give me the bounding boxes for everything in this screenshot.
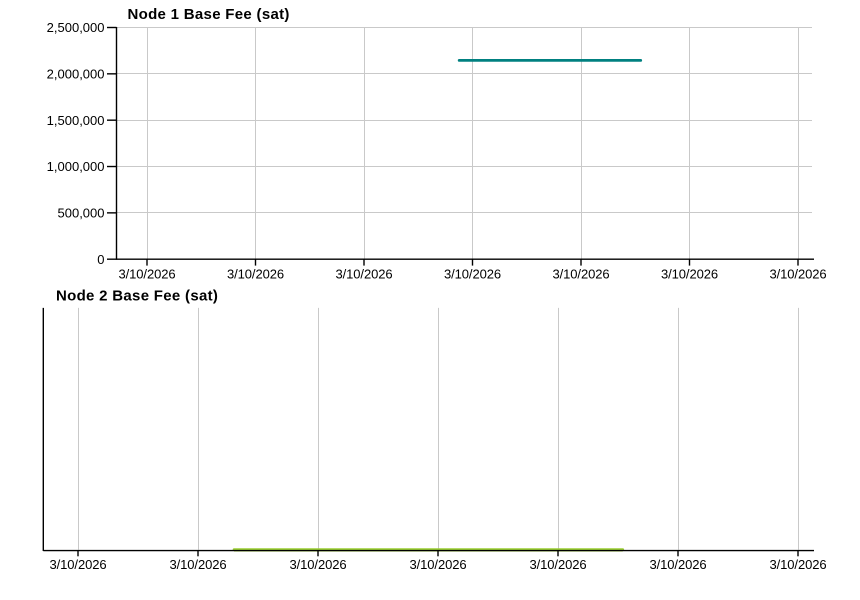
svg-text:3/10/2026: 3/10/2026 (770, 557, 827, 572)
svg-text:3/10/2026: 3/10/2026 (530, 557, 587, 572)
svg-text:Node 2 Base Fee (sat): Node 2 Base Fee (sat) (56, 288, 218, 305)
svg-text:3/10/2026: 3/10/2026 (227, 266, 284, 281)
svg-text:3/10/2026: 3/10/2026 (650, 557, 707, 572)
svg-text:3/10/2026: 3/10/2026 (50, 557, 107, 572)
svg-text:Node 1 Base Fee (sat): Node 1 Base Fee (sat) (128, 6, 290, 23)
svg-text:3/10/2026: 3/10/2026 (119, 266, 176, 281)
svg-text:0: 0 (97, 252, 104, 267)
svg-text:3/10/2026: 3/10/2026 (661, 266, 718, 281)
svg-text:1,500,000: 1,500,000 (47, 113, 105, 128)
svg-text:2,500,000: 2,500,000 (47, 20, 105, 35)
svg-text:3/10/2026: 3/10/2026 (170, 557, 227, 572)
svg-text:2,000,000: 2,000,000 (47, 67, 105, 82)
svg-text:500,000: 500,000 (58, 206, 105, 221)
svg-text:1,000,000: 1,000,000 (47, 159, 105, 174)
svg-text:3/10/2026: 3/10/2026 (336, 266, 393, 281)
svg-text:3/10/2026: 3/10/2026 (410, 557, 467, 572)
svg-text:3/10/2026: 3/10/2026 (290, 557, 347, 572)
svg-text:3/10/2026: 3/10/2026 (770, 266, 827, 281)
svg-text:3/10/2026: 3/10/2026 (553, 266, 610, 281)
svg-text:3/10/2026: 3/10/2026 (444, 266, 501, 281)
